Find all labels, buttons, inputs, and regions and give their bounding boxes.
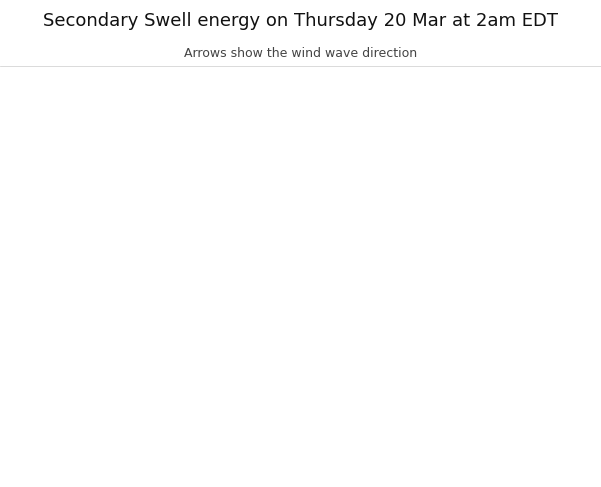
Text: cartopy required: cartopy required (243, 269, 358, 283)
Text: Secondary Swell energy on Thursday 20 Mar at 2am EDT: Secondary Swell energy on Thursday 20 Ma… (43, 12, 558, 30)
Text: Arrows show the wind wave direction: Arrows show the wind wave direction (184, 47, 417, 60)
